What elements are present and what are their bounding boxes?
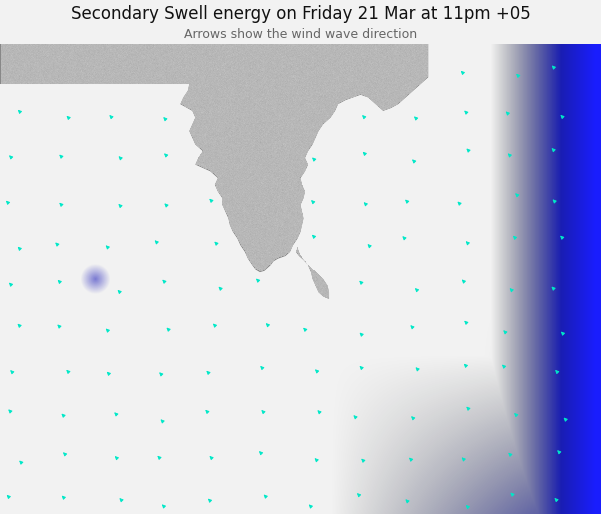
Text: Arrows show the wind wave direction: Arrows show the wind wave direction xyxy=(184,28,417,41)
Text: Secondary Swell energy on Friday 21 Mar at 11pm +05: Secondary Swell energy on Friday 21 Mar … xyxy=(71,5,530,23)
Polygon shape xyxy=(0,44,428,272)
Polygon shape xyxy=(296,248,329,299)
